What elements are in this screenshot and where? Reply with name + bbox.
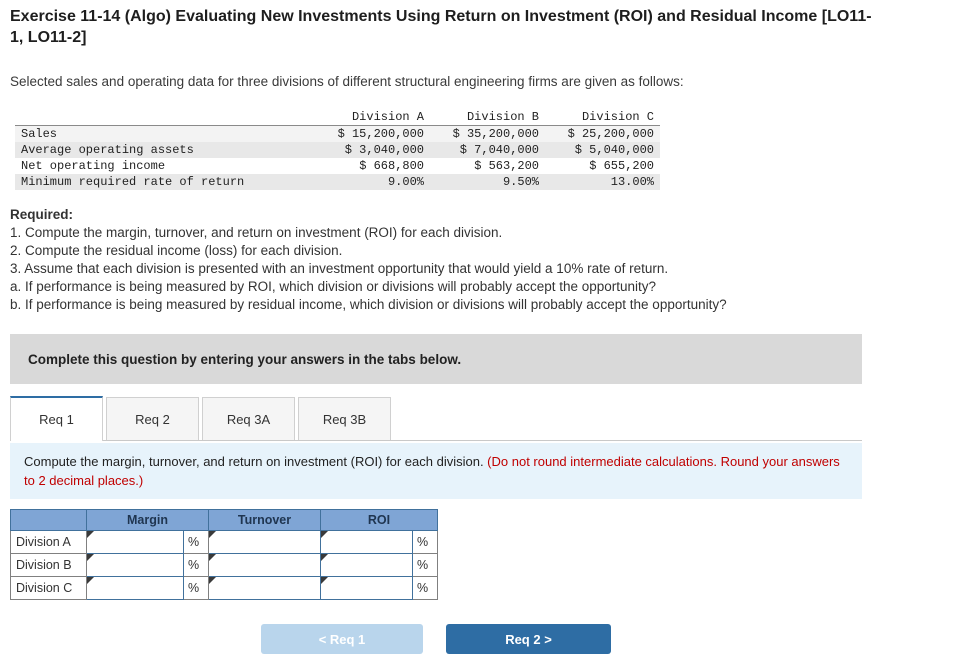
data-table-header-row: Division A Division B Division C [15, 109, 660, 126]
percent-label: % [412, 553, 438, 577]
required-item: 1. Compute the margin, turnover, and ret… [10, 225, 503, 240]
cell-value: $ 15,200,000 [337, 127, 424, 141]
cell-value: $ 563,200 [474, 159, 539, 173]
table-row: Net operating income $ 668,800 $ 563,200… [15, 158, 660, 174]
margin-input-division-b[interactable] [87, 554, 183, 576]
tab-req2[interactable]: Req 2 [106, 397, 199, 440]
answer-table: Margin Turnover ROI Division A % % Divis… [10, 509, 438, 600]
row-label: Average operating assets [21, 143, 194, 157]
required-item: 3. Assume that each division is presente… [10, 261, 669, 276]
tab-req3a[interactable]: Req 3A [202, 397, 295, 440]
answer-header-row: Margin Turnover ROI [10, 509, 438, 531]
roi-input-division-c[interactable] [321, 577, 412, 599]
turnover-input-cell [208, 576, 321, 600]
cell-value: 13.00% [610, 175, 654, 189]
tab-req1[interactable]: Req 1 [10, 396, 103, 441]
required-item: a. If performance is being measured by R… [10, 279, 657, 294]
col-header-margin: Margin [86, 509, 209, 531]
cell-value: $ 7,040,000 [459, 143, 539, 157]
table-row: Minimum required rate of return 9.00% 9.… [15, 174, 660, 190]
row-label: Net operating income [21, 159, 166, 173]
percent-label: % [183, 576, 209, 600]
row-label: Division B [10, 553, 87, 577]
col-header-roi: ROI [320, 509, 438, 531]
cell-value: $ 25,200,000 [567, 127, 654, 141]
required-item: 2. Compute the residual income (loss) fo… [10, 243, 343, 258]
margin-input-cell [86, 553, 184, 577]
row-label: Minimum required rate of return [21, 175, 245, 189]
turnover-input-division-b[interactable] [209, 554, 320, 576]
col-division-c: Division C [545, 109, 660, 126]
cell-value: $ 655,200 [589, 159, 654, 173]
cell-value: 9.50% [502, 175, 539, 189]
margin-input-cell [86, 576, 184, 600]
turnover-input-division-c[interactable] [209, 577, 320, 599]
cell-value: $ 35,200,000 [452, 127, 539, 141]
division-data-table: Division A Division B Division C Sales $… [15, 109, 660, 190]
prev-req-button[interactable]: < Req 1 [261, 624, 423, 654]
question-panel: Complete this question by entering your … [10, 334, 862, 654]
turnover-input-cell [208, 530, 321, 554]
cell-value: 9.00% [387, 175, 424, 189]
row-label: Division C [10, 576, 87, 600]
complete-question-banner: Complete this question by entering your … [10, 334, 862, 384]
instruction-text: Compute the margin, turnover, and return… [24, 454, 488, 469]
roi-input-division-b[interactable] [321, 554, 412, 576]
instruction-rounding-note: (Do not round intermediate calculations.… [24, 454, 840, 488]
margin-input-division-c[interactable] [87, 577, 183, 599]
tab-bar: Req 1 Req 2 Req 3A Req 3B [10, 396, 862, 441]
col-header-turnover: Turnover [208, 509, 321, 531]
percent-label: % [412, 576, 438, 600]
turnover-input-division-a[interactable] [209, 531, 320, 553]
col-division-b: Division B [430, 109, 545, 126]
answer-row-division-a: Division A % % [10, 530, 438, 554]
cell-value: $ 5,040,000 [574, 143, 654, 157]
roi-input-cell [320, 576, 413, 600]
row-label: Sales [21, 127, 58, 141]
tab-instruction: Compute the margin, turnover, and return… [10, 443, 862, 499]
answer-row-division-b: Division B % % [10, 553, 438, 577]
col-division-a: Division A [315, 109, 430, 126]
roi-input-cell [320, 553, 413, 577]
next-req-button[interactable]: Req 2 > [446, 624, 611, 654]
row-label: Division A [10, 530, 87, 554]
cell-value: $ 668,800 [359, 159, 424, 173]
table-row: Sales $ 15,200,000 $ 35,200,000 $ 25,200… [15, 125, 660, 142]
percent-label: % [412, 530, 438, 554]
data-table-corner [15, 109, 315, 126]
answer-row-division-c: Division C % % [10, 576, 438, 600]
nav-buttons: < Req 1 Req 2 > [10, 624, 862, 654]
roi-input-cell [320, 530, 413, 554]
intro-text: Selected sales and operating data for th… [10, 74, 684, 89]
exercise-title: Exercise 11-14 (Algo) Evaluating New Inv… [10, 8, 872, 46]
percent-label: % [183, 553, 209, 577]
roi-input-division-a[interactable] [321, 531, 412, 553]
required-section: Required: 1. Compute the margin, turnove… [10, 206, 959, 314]
margin-input-division-a[interactable] [87, 531, 183, 553]
percent-label: % [183, 530, 209, 554]
answer-table-corner [10, 509, 87, 531]
required-heading: Required: [10, 207, 74, 222]
tab-req3b[interactable]: Req 3B [298, 397, 391, 440]
cell-value: $ 3,040,000 [344, 143, 424, 157]
required-item: b. If performance is being measured by r… [10, 297, 727, 312]
margin-input-cell [86, 530, 184, 554]
turnover-input-cell [208, 553, 321, 577]
table-row: Average operating assets $ 3,040,000 $ 7… [15, 142, 660, 158]
